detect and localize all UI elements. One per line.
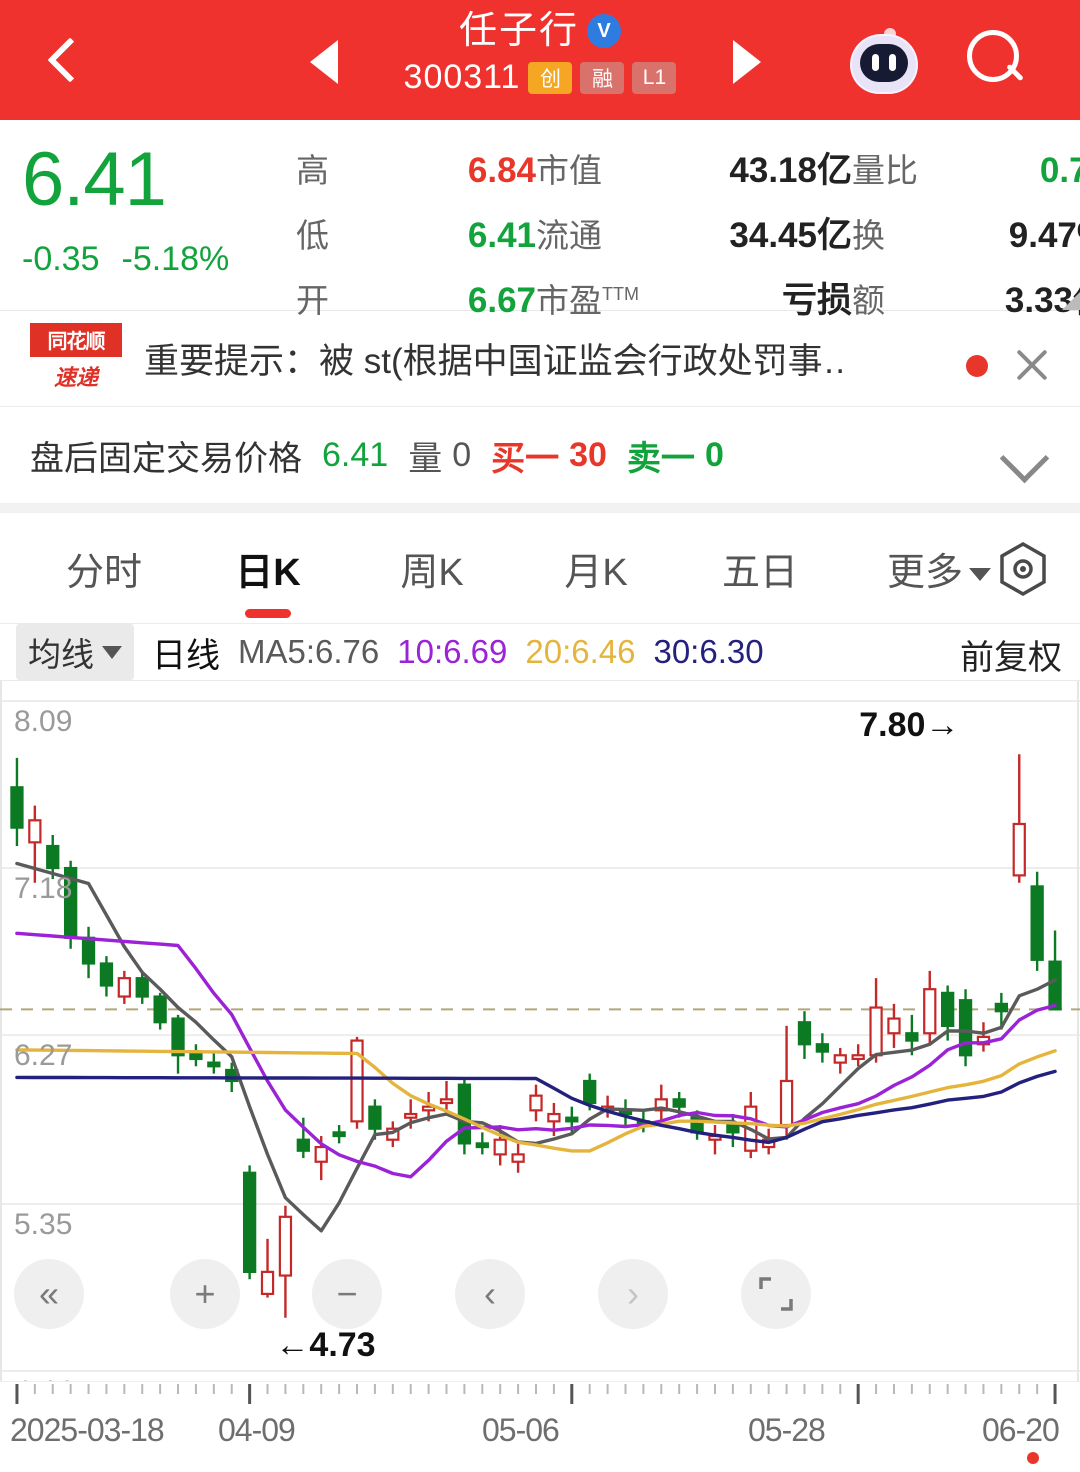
ma-selector-label: 均线 [28, 636, 94, 673]
stat-label-volratio: 量比 [852, 152, 918, 189]
after-hours-ask-label: 卖一 [626, 439, 695, 478]
stat-label-open: 开 [296, 282, 329, 319]
notice-alert-dot-icon [966, 355, 988, 377]
ths-logo-bottom: 速递 [53, 364, 98, 390]
zoom-out-button[interactable]: − [312, 1259, 382, 1329]
after-hours-ask-value: 0 [704, 435, 724, 474]
after-hours-bid-value: 30 [569, 435, 607, 474]
tag-level1: L1 [632, 61, 677, 94]
ma-selector-dropdown[interactable]: 均线 [16, 623, 134, 681]
ai-robot-icon[interactable] [850, 28, 918, 92]
tab-fenshi[interactable]: 分时 [65, 551, 142, 594]
stock-name: 任子行 [458, 10, 579, 52]
current-price: 6.41 [22, 137, 167, 222]
stat-value-pe: 亏损 [781, 281, 852, 320]
search-icon[interactable] [965, 28, 1027, 90]
ma5-value: MA5:6.76 [238, 633, 380, 670]
ma20-value: 20:6.46 [525, 633, 636, 670]
y-axis-label-2: 6.27 [14, 1039, 73, 1073]
next-stock-button[interactable] [733, 40, 761, 84]
ths-logo-top: 同花顺 [30, 322, 122, 357]
x-axis-label-4: 06-20 [982, 1412, 1060, 1448]
tab-active-indicator [245, 608, 291, 618]
notice-text[interactable]: 重要提示：被 st(根据中国证监会行政处罚事… [144, 342, 844, 381]
quote-stats-grid: 高 6.84 市值 43.18亿 量比 0.79 低 6.41 流通 34.45… [296, 142, 1080, 323]
after-hours-bid-label: 买一 [491, 439, 560, 478]
stat-label-high: 高 [296, 152, 329, 189]
tab-daily-k[interactable]: 日K [208, 541, 328, 618]
stat-value-open: 6.67 [467, 281, 536, 320]
chart-settings-icon[interactable] [994, 540, 1052, 598]
period-low-marker: ←4.73 [275, 1325, 376, 1364]
stat-label-turnover: 换 [852, 217, 885, 254]
stat-value-float: 34.45亿 [729, 216, 852, 255]
after-hours-label: 盘后固定交易价格 [30, 439, 302, 478]
y-axis-label-0: 8.09 [14, 705, 73, 738]
after-hours-bar[interactable]: 盘后固定交易价格 6.41 量 0 买一 30 卖一 0 [0, 407, 1080, 513]
stat-label-amount: 额 [852, 282, 885, 319]
adjustment-mode-label[interactable]: 前复权 [960, 639, 1062, 677]
stat-value-turnover: 9.47% [1008, 216, 1080, 255]
caret-down-icon [969, 567, 991, 581]
stat-label-low: 低 [296, 217, 329, 254]
zoom-in-button[interactable]: + [170, 1259, 240, 1329]
tab-monthly-k[interactable]: 月K [564, 551, 628, 594]
expand-corner-icon[interactable] [1062, 292, 1080, 310]
stat-label-float: 流通 [536, 217, 602, 254]
ma-period-label: 日线 [152, 636, 220, 675]
tab-five-day[interactable]: 五日 [721, 551, 798, 594]
price-change: -0.35 [22, 240, 100, 278]
scroll-left-button[interactable]: ‹ [455, 1259, 525, 1329]
chart-canvas [0, 681, 1080, 1381]
x-axis-label-0: 2025-03-18 [10, 1412, 165, 1448]
header-title-block: 任子行 V 300311 创 融 L1 [0, 8, 1080, 97]
close-icon[interactable] [1012, 345, 1052, 385]
period-high-marker: 7.80→ [859, 706, 960, 745]
x-axis-label-1: 04-09 [218, 1412, 296, 1448]
tab-daily-k-label: 日K [235, 551, 301, 594]
ma30-value: 30:6.30 [653, 633, 764, 670]
chart-type-tabs: 分时 日K 周K 月K 五日 更多 [0, 513, 1080, 624]
x-axis-ticks [15, 1384, 1057, 1404]
pe-ttm-superscript: TTM [602, 284, 639, 304]
after-hours-volume-value: 0 [452, 435, 472, 474]
ma10-value: 10:6.69 [397, 633, 508, 670]
previous-stock-button[interactable] [310, 40, 338, 84]
y-axis-label-3: 5.35 [14, 1207, 73, 1241]
after-hours-price: 6.41 [322, 435, 389, 474]
ths-news-logo: 同花顺 速递 [30, 322, 122, 395]
stat-label-marketcap: 市值 [536, 152, 602, 189]
notice-bar[interactable]: 同花顺 速递 重要提示：被 st(根据中国证监会行政处罚事… [0, 311, 1080, 407]
price-change-percent: -5.18% [121, 240, 230, 278]
stat-value-volratio: 0.79 [1039, 151, 1080, 190]
tab-more[interactable]: 更多 [864, 541, 1014, 596]
scroll-left-fast-button[interactable]: « [14, 1259, 84, 1329]
x-axis-label-3: 05-28 [748, 1412, 826, 1448]
stat-value-low: 6.41 [467, 216, 536, 255]
caret-down-icon [102, 645, 122, 659]
scroll-right-button[interactable]: › [598, 1259, 668, 1329]
stat-value-high: 6.84 [467, 151, 536, 190]
stat-label-pe: 市盈TTM [536, 282, 639, 319]
y-axis-label-1: 7.18 [14, 872, 73, 906]
x-axis: 2025-03-18 04-09 05-06 05-28 06-20 [0, 1381, 1080, 1472]
moving-average-bar: 均线 日线 MA5:6.76 10:6.69 20:6.46 30:6.30 前… [0, 623, 1080, 681]
quote-panel: 6.41 -0.35 -5.18% 高 6.84 市值 43.18亿 量比 0.… [0, 120, 1080, 320]
current-date-dot-icon [1027, 1452, 1039, 1464]
candlestick-chart[interactable]: 8.09 7.18 6.27 5.35 4.44 7.80→ ←4.73 « +… [0, 680, 1080, 1408]
x-axis-label-2: 05-06 [482, 1412, 560, 1448]
tab-weekly-k[interactable]: 周K [400, 551, 464, 594]
stock-code: 300311 [403, 58, 521, 96]
tag-rong: 融 [580, 61, 625, 94]
after-hours-volume-label: 量 [408, 439, 443, 478]
tab-more-label: 更多 [886, 551, 963, 594]
app-header: 任子行 V 300311 创 融 L1 [0, 0, 1080, 120]
tag-chuang: 创 [528, 61, 573, 94]
verified-badge-icon: V [587, 14, 621, 48]
stat-value-marketcap: 43.18亿 [729, 151, 852, 190]
fullscreen-button[interactable] [741, 1259, 811, 1329]
chevron-down-icon[interactable] [999, 433, 1050, 484]
price-block: 6.41 -0.35 -5.18% [22, 138, 302, 279]
